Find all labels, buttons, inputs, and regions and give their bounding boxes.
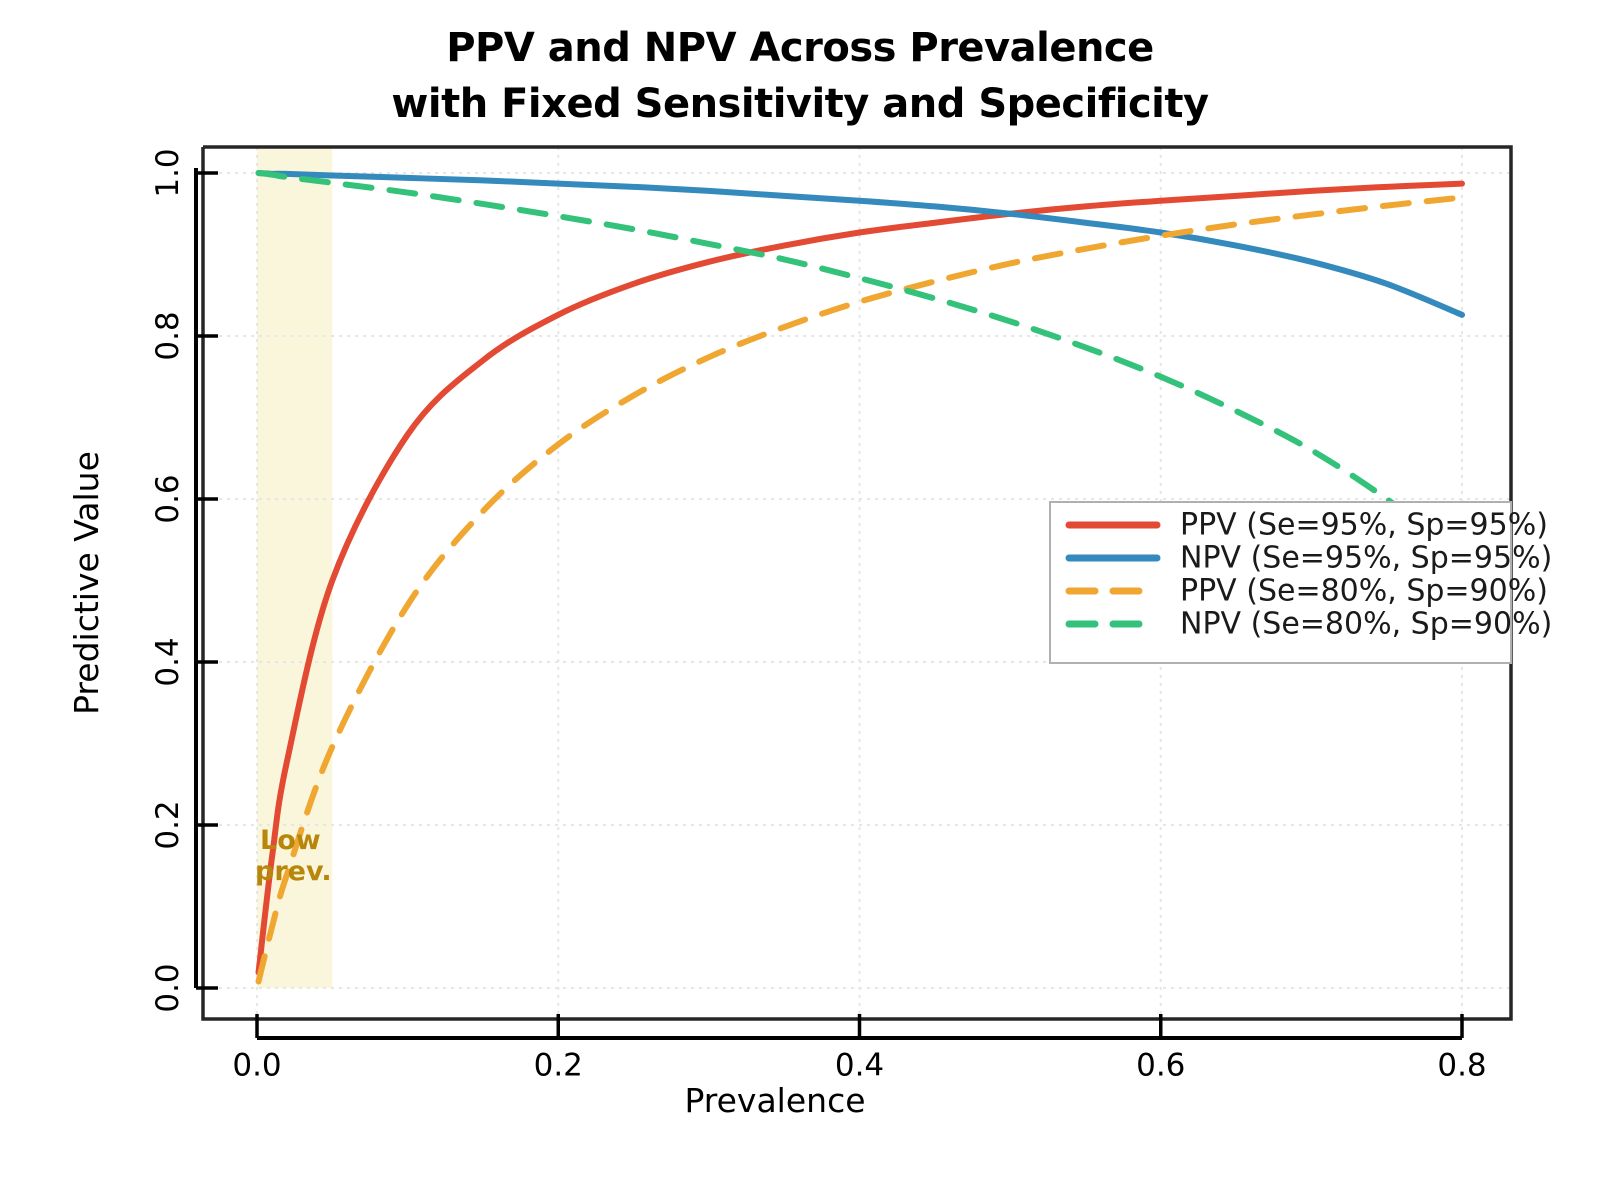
- y-tick-label: 0.2: [150, 800, 186, 849]
- y-tick-label: 0.8: [150, 311, 186, 360]
- y-tick-label: 1.0: [150, 148, 186, 197]
- y-tick-label: 0.4: [150, 637, 186, 686]
- x-axis: [255, 1014, 1464, 1040]
- legend-label-2[interactable]: PPV (Se=80%, Sp=90%): [1180, 574, 1548, 609]
- y-tick-label: 0.0: [150, 963, 186, 1012]
- legend-label-1[interactable]: NPV (Se=95%, Sp=95%): [1180, 541, 1552, 576]
- x-tick-label: 0.6: [1136, 1047, 1185, 1083]
- legend-label-3[interactable]: NPV (Se=80%, Sp=90%): [1180, 607, 1552, 642]
- page-title: PPV and NPV Across Prevalence with Fixed…: [391, 25, 1209, 127]
- series-line-3: [255, 170, 1465, 560]
- x-tick-label: 0.4: [835, 1047, 884, 1083]
- x-tick-label: 0.0: [232, 1047, 281, 1083]
- x-axis-title: Prevalence: [684, 1081, 865, 1120]
- legend-box: [1049, 501, 1512, 664]
- low-prevalence-annotation-line2: prev.: [255, 856, 332, 887]
- chart-legend[interactable]: PPV (Se=95%, Sp=95%)NPV (Se=95%, Sp=95%)…: [1049, 501, 1552, 664]
- legend-label-0[interactable]: PPV (Se=95%, Sp=95%): [1180, 508, 1548, 543]
- y-axis-tick-labels: 0.0 0.2 0.4 0.6 0.8 1.0: [150, 148, 186, 1012]
- x-tick-label: 0.8: [1437, 1047, 1486, 1083]
- series-line-0: [255, 180, 1465, 976]
- data-series-layer: [255, 170, 1465, 985]
- low-prevalence-annotation-line1: Low: [260, 825, 321, 856]
- plot-border: [201, 145, 1513, 1021]
- x-axis-tick-labels: 0.0 0.2 0.4 0.6 0.8: [232, 1047, 1486, 1083]
- y-axis-title: Predictive Value: [67, 451, 106, 715]
- y-axis: [194, 168, 218, 990]
- x-tick-label: 0.2: [534, 1047, 583, 1083]
- series-line-2: [255, 194, 1465, 985]
- y-tick-label: 0.6: [150, 474, 186, 523]
- series-line-1: [255, 170, 1465, 318]
